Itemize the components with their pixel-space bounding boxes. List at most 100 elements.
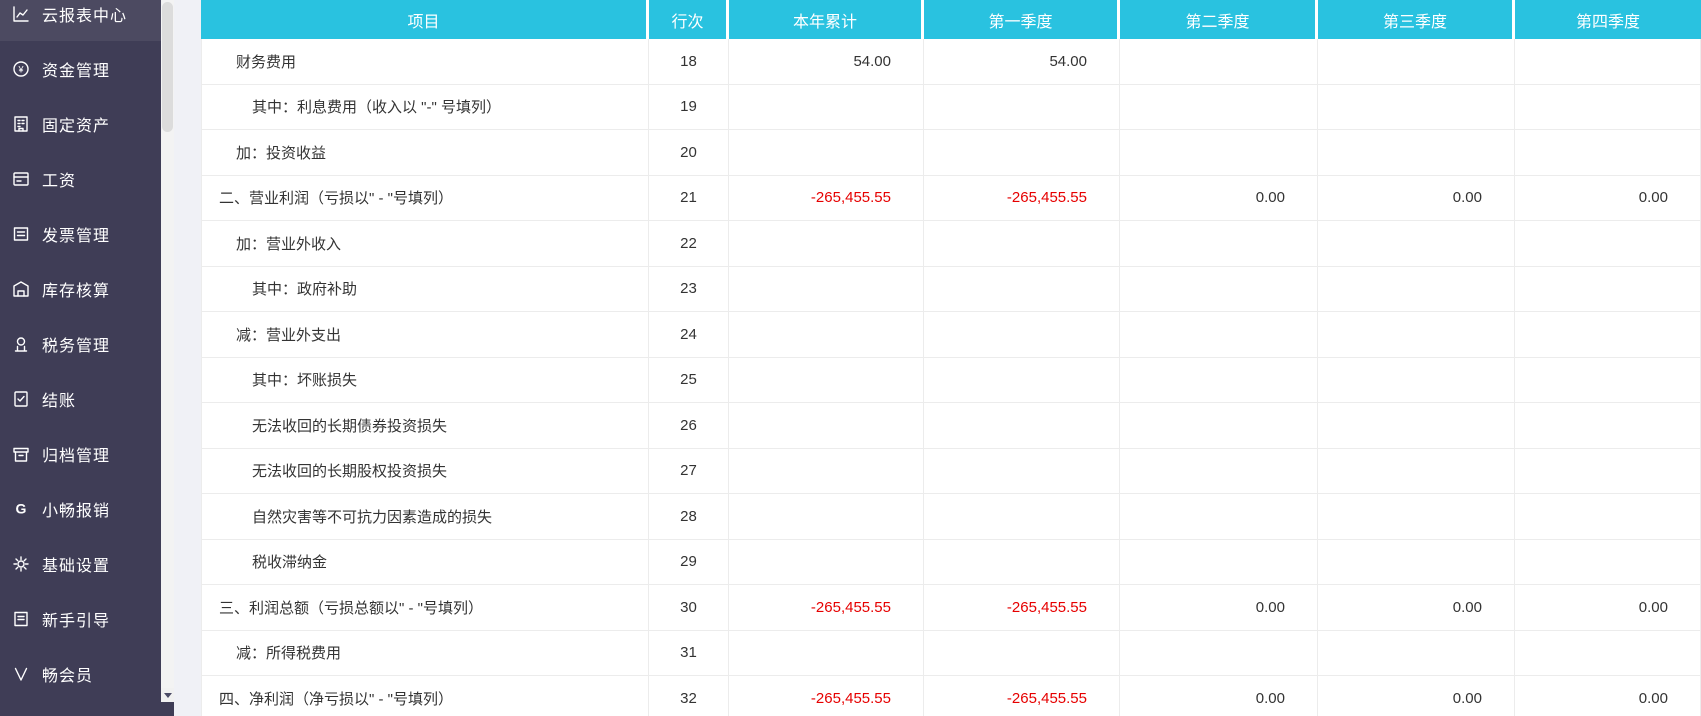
sidebar-item-基础设置[interactable]: 基础设置	[0, 536, 174, 591]
row-value-cell: 0.00	[1318, 175, 1515, 221]
row-value-cell	[729, 84, 924, 130]
chevron-down-icon	[163, 692, 172, 698]
sidebar-item-畅会员[interactable]: 畅会员	[0, 646, 174, 701]
row-value-cell	[1318, 39, 1515, 85]
sidebar-menu: 云报表中心 ¥ 资金管理固定资产工资 发票管理库存核算税务管理结账归档管理 G 小畅报销基…	[0, 0, 174, 716]
sidebar-item-结账[interactable]: 结账	[0, 371, 174, 426]
inventory-icon	[11, 279, 31, 299]
sidebar-item-label: 资金管理	[42, 62, 111, 80]
column-header-3: 第一季度	[924, 0, 1120, 39]
row-item-label: 无法收回的长期股权投资损失	[201, 448, 649, 494]
row-value-cell	[1515, 84, 1701, 130]
row-item-label: 其中：坏账损失	[201, 357, 649, 403]
row-value-cell	[1120, 84, 1318, 130]
guide-icon	[11, 609, 31, 629]
row-line-number: 25	[649, 357, 729, 403]
table-row: 三、利润总额（亏损总额以" - "号填列） 30 -265,455.55 -265,4…	[201, 585, 1701, 631]
row-line-number: 22	[649, 221, 729, 267]
row-value-cell	[924, 84, 1120, 130]
row-value-cell	[1515, 130, 1701, 176]
sidebar-item-新手引导[interactable]: 新手引导	[0, 591, 174, 646]
row-value-cell	[1515, 403, 1701, 449]
row-value-cell	[729, 130, 924, 176]
reimburse-icon: G	[11, 499, 31, 519]
row-item-label: 其中：利息费用（收入以 "-" 号填列）	[201, 84, 649, 130]
row-value-cell: 0.00	[1515, 585, 1701, 631]
sidebar-item-label: 结账	[42, 392, 77, 410]
row-item-label: 加：营业外收入	[201, 221, 649, 267]
sidebar-item-归档管理[interactable]: 归档管理	[0, 426, 174, 481]
row-line-number: 28	[649, 494, 729, 540]
row-value-cell	[1318, 221, 1515, 267]
row-value-cell	[729, 312, 924, 358]
sidebar-item-库存核算[interactable]: 库存核算	[0, 261, 174, 316]
report-area: 项目 行次 本年累计 第一季度 第二季度 第三季度 第四季度 财务费用 18 54.00 54.0…	[201, 0, 1701, 716]
row-value-cell	[924, 130, 1120, 176]
scrollbar-thumb[interactable]	[162, 2, 173, 132]
table-body: 财务费用 18 54.00 54.00 其中：利息费用（收入以 "-" 号填列） 19 加：…	[201, 39, 1701, 716]
row-line-number: 32	[649, 676, 729, 716]
archive-icon	[11, 444, 31, 464]
row-line-number: 30	[649, 585, 729, 631]
row-value-cell: -265,455.55	[924, 676, 1120, 716]
row-line-number: 19	[649, 84, 729, 130]
funds-icon: ¥	[11, 59, 31, 79]
sidebar-item-发票管理[interactable]: 发票管理	[0, 206, 174, 261]
settings-icon	[11, 554, 31, 574]
row-value-cell	[1515, 39, 1701, 85]
sidebar-item-工资[interactable]: 工资	[0, 151, 174, 206]
table-row: 四、净利润（净亏损以" - "号填列） 32 -265,455.55 -265,455…	[201, 676, 1701, 716]
sidebar-item-label: 基础设置	[42, 557, 111, 575]
svg-text:G: G	[16, 500, 27, 516]
sidebar-item-label: 库存核算	[42, 282, 111, 300]
row-value-cell	[924, 266, 1120, 312]
table-row: 无法收回的长期股权投资损失 27	[201, 448, 1701, 494]
row-item-label: 自然灾害等不可抗力因素造成的损失	[201, 494, 649, 540]
row-value-cell	[1120, 266, 1318, 312]
sidebar-item-partial[interactable]	[0, 701, 174, 716]
row-item-label: 减：营业外支出	[201, 312, 649, 358]
row-value-cell: -265,455.55	[729, 676, 924, 716]
row-value-cell	[729, 221, 924, 267]
sidebar-item-label: 固定资产	[42, 117, 111, 135]
sidebar-item-资金管理[interactable]: ¥ 资金管理	[0, 41, 174, 96]
table-header: 项目 行次 本年累计 第一季度 第二季度 第三季度 第四季度	[201, 0, 1701, 39]
column-header-6: 第四季度	[1515, 0, 1701, 39]
row-item-label: 二、营业利润（亏损以" - "号填列）	[201, 175, 649, 221]
row-value-cell: -265,455.55	[924, 175, 1120, 221]
column-header-0: 项目	[201, 0, 649, 39]
row-value-cell	[1515, 494, 1701, 540]
row-value-cell	[1515, 630, 1701, 676]
table-row: 加：营业外收入 22	[201, 221, 1701, 267]
sidebar-item-小畅报销[interactable]: G 小畅报销	[0, 481, 174, 536]
sidebar-item-label: 小畅报销	[42, 502, 111, 520]
row-value-cell	[924, 494, 1120, 540]
sidebar-item-税务管理[interactable]: 税务管理	[0, 316, 174, 371]
table-row: 税收滞纳金 29	[201, 539, 1701, 585]
scrollbar-down-button[interactable]	[161, 688, 174, 702]
table-row: 其中：政府补助 23	[201, 266, 1701, 312]
row-line-number: 27	[649, 448, 729, 494]
row-value-cell	[729, 266, 924, 312]
sidebar-item-云报表中心[interactable]: 云报表中心	[0, 0, 174, 41]
row-value-cell	[1318, 84, 1515, 130]
row-value-cell	[1120, 39, 1318, 85]
row-value-cell: 0.00	[1515, 175, 1701, 221]
svg-text:¥: ¥	[17, 64, 24, 74]
row-value-cell: 54.00	[924, 39, 1120, 85]
row-line-number: 21	[649, 175, 729, 221]
row-item-label: 四、净利润（净亏损以" - "号填列）	[201, 676, 649, 716]
row-item-label: 加：投资收益	[201, 130, 649, 176]
row-value-cell	[1120, 448, 1318, 494]
table-row: 减：所得税费用 31	[201, 630, 1701, 676]
row-line-number: 23	[649, 266, 729, 312]
sidebar-scrollbar[interactable]	[161, 0, 174, 702]
row-value-cell	[924, 403, 1120, 449]
sidebar-item-固定资产[interactable]: 固定资产	[0, 96, 174, 151]
table-row: 无法收回的长期债券投资损失 26	[201, 403, 1701, 449]
row-value-cell	[1318, 403, 1515, 449]
row-value-cell	[729, 357, 924, 403]
row-value-cell: 0.00	[1120, 585, 1318, 631]
table-row: 减：营业外支出 24	[201, 312, 1701, 358]
sidebar: 云报表中心 ¥ 资金管理固定资产工资 发票管理库存核算税务管理结账归档管理 G 小畅报销基…	[0, 0, 174, 716]
